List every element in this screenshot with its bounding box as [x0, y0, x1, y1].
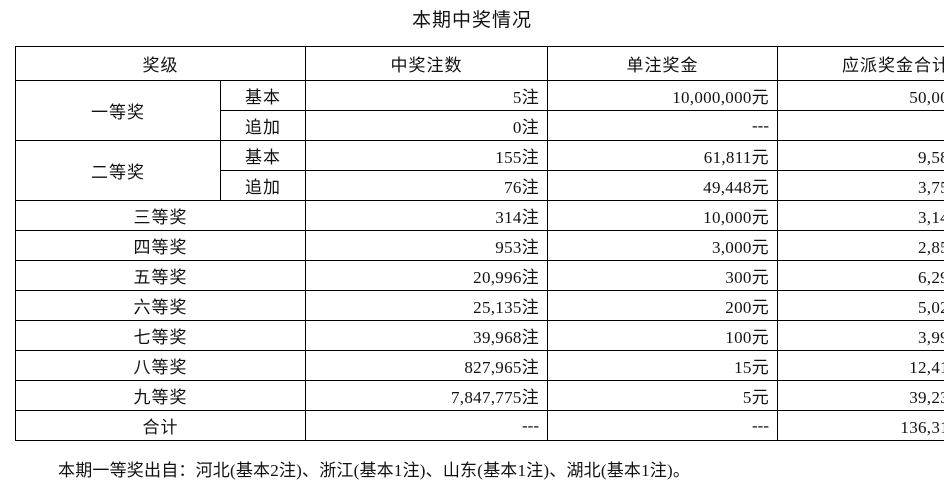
cell-winning-count: 5注: [305, 80, 548, 111]
cell-total-prize: 50,000,000元: [777, 80, 944, 111]
cell-single-prize: 61,811元: [547, 140, 778, 171]
prize-table: 奖级 中奖注数 单注奖金 应派奖金合计 一等奖 基本 5注 10,000,000…: [15, 46, 944, 441]
cell-single-prize: 3,000元: [547, 230, 778, 261]
cell-winning-count: 0注: [305, 110, 548, 141]
cell-winning-count: 25,135注: [305, 290, 548, 321]
table-header: 奖级 中奖注数 单注奖金 应派奖金合计: [15, 46, 944, 81]
cell-total-prize: 39,238,875元: [777, 380, 944, 411]
header-cell-single-prize: 单注奖金: [547, 46, 778, 81]
table-row: 二等奖 基本 155注 61,811元 9,580,705元: [15, 140, 944, 201]
table-row: 四等奖 953注 3,000元 2,859,000元: [15, 230, 944, 261]
footnote-text: 本期一等奖出自：河北(基本2注)、浙江(基本1注)、山东(基本1注)、湖北(基本…: [58, 461, 691, 480]
cell-single-prize: 10,000,000元: [547, 80, 778, 111]
header-cell-count: 中奖注数: [305, 46, 548, 81]
cell-winning-count: 76注: [305, 170, 548, 201]
cell-single-prize: 300元: [547, 260, 778, 291]
cell-prize-level: 五等奖: [15, 260, 306, 291]
cell-total-prize: 6,298,800元: [777, 260, 944, 291]
header-cell-level: 奖级: [15, 46, 306, 81]
cell-prize-level: 九等奖: [15, 380, 306, 411]
cell-winning-count: 20,996注: [305, 260, 548, 291]
table-header-row: 奖级 中奖注数 单注奖金 应派奖金合计: [15, 46, 944, 81]
cell-total-prize: 3,996,800元: [777, 320, 944, 351]
cell-single-prize: 15元: [547, 350, 778, 381]
table-body: 一等奖 基本 5注 10,000,000元 50,000,000元 追加 0注 …: [15, 80, 944, 441]
cell-prize-level: 合计: [15, 410, 306, 441]
cell-total-prize: 9,580,705元: [777, 140, 944, 171]
table-row: 五等奖 20,996注 300元 6,298,800元: [15, 260, 944, 291]
cell-winning-count: 953注: [305, 230, 548, 261]
cell-prize-subtype: 基本: [220, 80, 306, 111]
table-row: 三等奖 314注 10,000元 3,140,000元: [15, 200, 944, 231]
cell-winning-count: 7,847,775注: [305, 380, 548, 411]
cell-single-prize: 200元: [547, 290, 778, 321]
cell-winning-count: 155注: [305, 140, 548, 171]
cell-prize-subtype: 追加: [220, 110, 306, 141]
cell-total-prize: 136,318,703元: [777, 410, 944, 441]
cell-prize-level: 一等奖: [15, 80, 221, 141]
cell-single-prize: 10,000元: [547, 200, 778, 231]
cell-winning-count: 827,965注: [305, 350, 548, 381]
page-title: 本期中奖情况: [411, 10, 532, 31]
table-row: 追加 0注 --- 0元: [16, 110, 944, 141]
cell-single-prize: 49,448元: [547, 170, 778, 201]
cell-winning-count: ---: [305, 410, 548, 441]
cell-total-prize: 12,419,475元: [777, 350, 944, 381]
cell-prize-level: 七等奖: [15, 320, 306, 351]
cell-prize-level: 二等奖: [15, 140, 221, 201]
table-row: 一等奖 基本 5注 10,000,000元 50,000,000元: [15, 80, 944, 141]
cell-total-prize: 5,027,000元: [777, 290, 944, 321]
cell-single-prize: 100元: [547, 320, 778, 351]
cell-prize-subtype: 追加: [220, 170, 306, 201]
cell-single-prize: 5元: [547, 380, 778, 411]
cell-total-prize: 3,758,048元: [777, 170, 944, 201]
table-row: 七等奖 39,968注 100元 3,996,800元: [15, 320, 944, 351]
cell-prize-subtype: 基本: [220, 140, 306, 171]
cell-single-prize: ---: [547, 410, 778, 441]
cell-total-prize: 0元: [777, 110, 944, 141]
cell-winning-count: 314注: [305, 200, 548, 231]
table-row-total: 合计 --- --- 136,318,703元: [15, 410, 944, 441]
cell-single-prize: ---: [547, 110, 778, 141]
cell-total-prize: 2,859,000元: [777, 230, 944, 261]
table-row: 六等奖 25,135注 200元 5,027,000元: [15, 290, 944, 321]
header-cell-total-prize: 应派奖金合计: [777, 46, 944, 81]
table-row: 九等奖 7,847,775注 5元 39,238,875元: [15, 380, 944, 411]
cell-total-prize: 3,140,000元: [777, 200, 944, 231]
cell-prize-level: 四等奖: [15, 230, 306, 261]
cell-prize-level: 六等奖: [15, 290, 306, 321]
cell-prize-level: 三等奖: [15, 200, 306, 231]
prize-table-container: 奖级 中奖注数 单注奖金 应派奖金合计 一等奖 基本 5注 10,000,000…: [15, 46, 944, 441]
cell-prize-level: 八等奖: [15, 350, 306, 381]
cell-winning-count: 39,968注: [305, 320, 548, 351]
table-row: 八等奖 827,965注 15元 12,419,475元: [15, 350, 944, 381]
